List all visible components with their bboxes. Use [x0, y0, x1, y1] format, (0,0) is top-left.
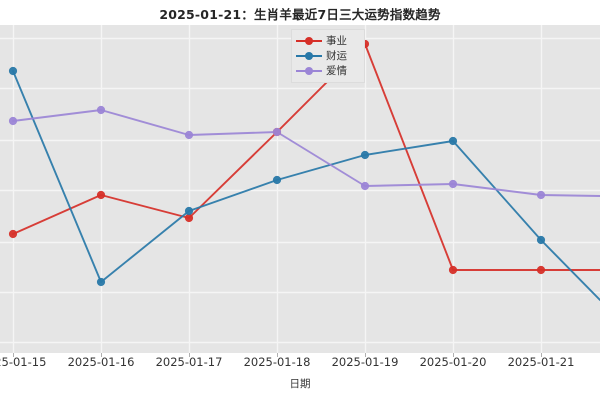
series-line-财运	[12, 70, 600, 301]
x-tick-label-0: 2025-01-15	[0, 355, 47, 369]
x-tickmark-0	[13, 353, 14, 357]
chart-legend: 事业 财运 爱情	[291, 29, 365, 83]
x-tickmark-5	[453, 353, 454, 357]
data-point-事业-0	[8, 229, 18, 239]
data-point-财运-4	[360, 150, 370, 160]
x-tick-label-1: 2025-01-16	[67, 355, 135, 369]
x-tickmark-1	[101, 353, 102, 357]
legend-item-事业[interactable]: 事业	[296, 33, 360, 48]
data-point-财运-0	[8, 66, 18, 76]
plot-svg	[0, 25, 600, 353]
data-point-爱情-3	[272, 127, 282, 137]
data-point-财运-6	[536, 235, 546, 245]
x-tick-label-5: 2025-01-20	[419, 355, 487, 369]
legend-swatch-icon-财运	[296, 50, 322, 62]
x-tickmark-3	[277, 353, 278, 357]
legend-label: 事业	[326, 35, 347, 47]
data-point-爱情-2	[184, 130, 194, 140]
data-point-爱情-4	[360, 181, 370, 191]
x-tick-label-6: 2025-01-21	[507, 355, 575, 369]
data-point-爱情-0	[8, 116, 18, 126]
data-point-财运-3	[272, 175, 282, 185]
data-point-爱情-5	[448, 179, 458, 189]
data-point-事业-6	[536, 265, 546, 275]
data-point-财运-1	[96, 277, 106, 287]
series-line-事业	[12, 43, 600, 271]
x-tick-label-3: 2025-01-18	[243, 355, 311, 369]
data-point-财运-5	[448, 136, 458, 146]
data-point-爱情-1	[96, 105, 106, 115]
legend-item-爱情[interactable]: 爱情	[296, 63, 360, 78]
data-point-财运-2	[184, 206, 194, 216]
data-point-事业-1	[96, 190, 106, 200]
x-tickmark-4	[365, 353, 366, 357]
legend-swatch-icon-事业	[296, 35, 322, 47]
series-lines	[12, 43, 600, 301]
legend-swatch-icon-爱情	[296, 65, 322, 77]
series-markers	[8, 39, 546, 287]
chart-title: 2025-01-21：生肖羊最近7日三大运势指数趋势	[159, 7, 441, 22]
vertical-gridlines	[12, 25, 543, 353]
x-tick-label-4: 2025-01-19	[331, 355, 399, 369]
x-tickmark-2	[189, 353, 190, 357]
series-line-爱情	[12, 109, 600, 197]
legend-label: 爱情	[326, 65, 347, 77]
x-axis-label: 日期	[289, 378, 311, 390]
x-tick-label-2: 2025-01-17	[155, 355, 223, 369]
x-axis-tick-labels: 2025-01-15 2025-01-16 2025-01-17 2025-01-18…	[0, 355, 600, 375]
data-point-爱情-6	[536, 190, 546, 200]
legend-label: 财运	[326, 50, 347, 62]
data-point-事业-2	[184, 213, 194, 223]
x-tickmark-6	[541, 353, 542, 357]
legend-item-财运[interactable]: 财运	[296, 48, 360, 63]
gridlines	[0, 37, 600, 344]
data-point-事业-5	[448, 265, 458, 275]
